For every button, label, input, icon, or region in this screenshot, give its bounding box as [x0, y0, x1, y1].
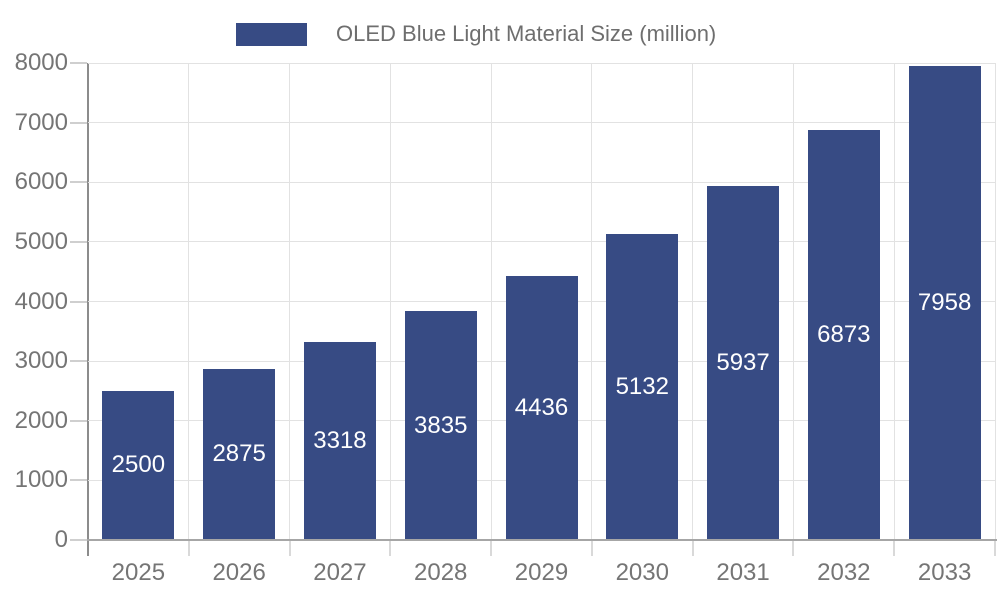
horizontal-gridline: [88, 122, 995, 124]
vertical-gridline: [591, 63, 593, 540]
bar: 3318: [303, 342, 376, 540]
bar: 6873: [807, 130, 880, 540]
bar-value-label: 4436: [514, 393, 569, 421]
y-tick-mark: [70, 181, 87, 184]
vertical-gridline: [792, 63, 794, 540]
vertical-gridline: [289, 63, 291, 540]
x-tick-mark: [590, 541, 593, 556]
x-tick-label: 2029: [514, 559, 569, 586]
bar-value-label: 5937: [716, 349, 770, 376]
x-tick-mark: [994, 541, 996, 556]
x-tick-label: 2033: [917, 559, 972, 586]
x-tick-label: 2030: [615, 559, 669, 586]
bar: 3835: [404, 311, 477, 540]
bar-value-label: 7958: [917, 288, 972, 316]
bar-value-label: 3318: [313, 427, 367, 455]
y-tick-mark: [70, 539, 87, 541]
x-tick-mark: [187, 541, 190, 556]
y-tick-label: 2000: [14, 406, 68, 434]
y-tick-label: 3000: [14, 347, 68, 375]
chart-legend: OLED Blue Light Material Size (million): [236, 21, 716, 47]
plot-area: 2500 2875 3318 3835 4436 5132 5937 6873 7958: [88, 62, 996, 540]
y-tick-label: 7000: [14, 108, 68, 136]
y-tick-label: 8000: [14, 49, 68, 76]
y-tick-mark: [70, 419, 87, 422]
x-tick-mark: [792, 541, 795, 556]
y-tick-mark: [70, 300, 87, 303]
y-tick-mark: [70, 240, 87, 243]
legend-series-label: OLED Blue Light Material Size (million): [336, 21, 717, 46]
y-tick-label: 6000: [14, 168, 68, 196]
y-tick-label: 0: [54, 526, 68, 553]
x-tick-mark: [490, 541, 493, 556]
x-axis-line: [87, 539, 997, 541]
y-tick-label: 1000: [14, 466, 68, 494]
bar-value-label: 2875: [212, 440, 266, 468]
x-tick-label: 2025: [111, 559, 166, 586]
legend-color-swatch: [236, 22, 307, 46]
vertical-gridline: [389, 63, 391, 540]
y-tick-mark: [70, 360, 87, 363]
y-axis-line: [87, 63, 89, 556]
bar: 5937: [707, 186, 780, 540]
vertical-gridline: [893, 63, 895, 540]
x-tick-label: 2031: [716, 559, 770, 586]
x-tick-label: 2026: [212, 559, 266, 586]
vertical-gridline: [692, 63, 694, 540]
x-tick-mark: [691, 541, 694, 556]
y-tick-label: 4000: [14, 287, 68, 315]
y-tick-mark: [70, 479, 87, 482]
x-tick-label: 2027: [313, 559, 367, 586]
x-tick-label: 2032: [817, 559, 871, 586]
bar: 7958: [908, 65, 981, 540]
y-tick-mark: [70, 121, 87, 124]
bar: 2500: [102, 390, 175, 540]
horizontal-gridline: [88, 62, 995, 64]
x-tick-mark: [389, 541, 392, 556]
bar: 4436: [505, 275, 578, 540]
bar-value-label: 6873: [817, 321, 871, 349]
vertical-gridline: [994, 63, 996, 540]
horizontal-gridline: [88, 181, 995, 183]
bar-value-label: 5132: [615, 373, 669, 400]
vertical-gridline: [188, 63, 190, 540]
x-tick-mark: [288, 541, 291, 556]
bar-value-label: 3835: [414, 411, 468, 439]
bar-value-label: 2500: [111, 451, 166, 479]
bar: 5132: [606, 234, 679, 540]
y-tick-mark: [70, 62, 87, 64]
vertical-gridline: [490, 63, 492, 540]
x-tick-mark: [893, 541, 896, 556]
horizontal-gridline: [88, 241, 995, 243]
bar: 2875: [203, 368, 276, 540]
x-tick-label: 2028: [414, 559, 468, 586]
y-tick-label: 5000: [14, 227, 68, 255]
